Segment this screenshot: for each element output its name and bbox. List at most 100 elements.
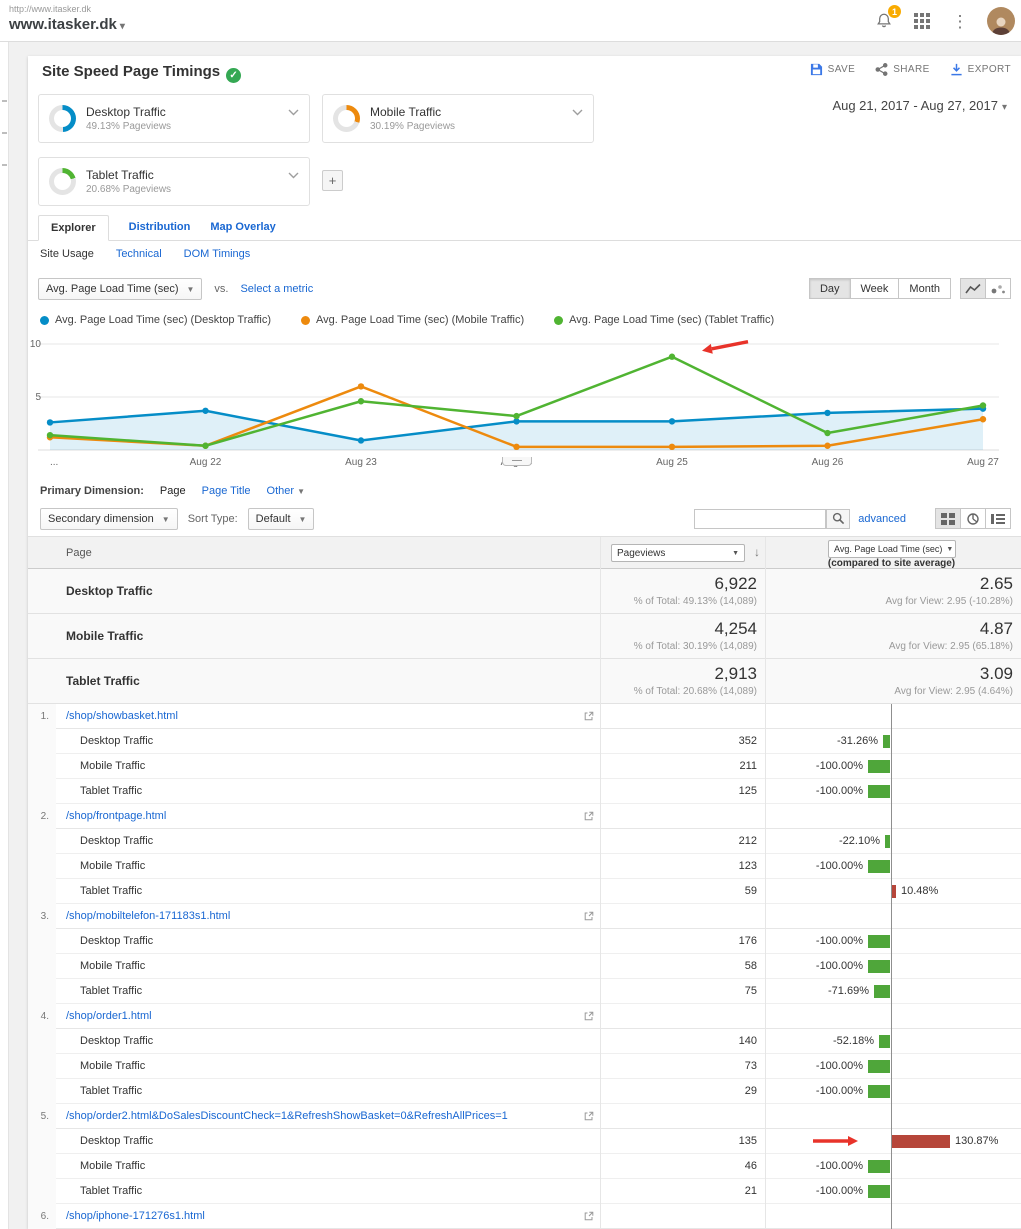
summary-pageviews-sub: % of Total: 49.13% (14,089) (633, 596, 757, 607)
segment-subtitle: 30.19% Pageviews (370, 121, 456, 132)
segment-name: Mobile Traffic (370, 105, 442, 119)
summary-metric: 2.65 (979, 574, 1013, 593)
delta-value: -100.00% (815, 1085, 863, 1097)
report-card: Site Speed Page Timings ✓ SAVE SHARE EXPO… (28, 56, 1021, 1229)
kebab-icon: ⋮ (951, 11, 969, 31)
segment-subrow: Desktop Traffic 352 -31.26% (28, 729, 1021, 754)
data-table: Page Pageviews ▼ ↓ Avg. Page Load Time (s… (28, 536, 1021, 1229)
tab-distribution[interactable]: Distribution (128, 221, 191, 233)
segment-card-desktop[interactable]: Desktop Traffic 49.13% Pageviews (38, 94, 310, 143)
open-page-icon[interactable] (584, 1211, 594, 1224)
subtab-technical[interactable]: Technical (115, 248, 162, 260)
apps-grid-button[interactable] (911, 10, 933, 32)
page-link[interactable]: /shop/order2.html&DoSalesDiscountCheck=1… (66, 1110, 508, 1122)
page-row: 6. /shop/iphone-171276s1.html (28, 1204, 1021, 1229)
delta-value: -100.00% (815, 935, 863, 947)
granularity-day-button[interactable]: Day (808, 278, 851, 299)
delta-bar (874, 985, 890, 998)
open-page-icon[interactable] (584, 1011, 594, 1024)
add-segment-button[interactable]: + (322, 170, 343, 191)
line-chart-icon (965, 283, 981, 293)
date-range-picker[interactable]: Aug 21, 2017 - Aug 27, 2017 ▾ (832, 98, 1007, 113)
chevron-down-icon: ▾ (1001, 102, 1007, 113)
column-header-page[interactable]: Page (66, 547, 92, 559)
metric-column-select[interactable]: Avg. Page Load Time (sec) ▼ (828, 540, 956, 558)
chevron-down-icon[interactable] (288, 95, 299, 121)
open-page-icon[interactable] (584, 811, 594, 824)
svg-text:Aug 26: Aug 26 (812, 457, 844, 468)
user-avatar[interactable] (987, 7, 1015, 35)
chevron-down-icon: ▼ (946, 545, 954, 553)
pageviews-column-select[interactable]: Pageviews ▼ (611, 544, 745, 562)
notifications-button[interactable]: 1 (873, 4, 902, 32)
dimension-page-title[interactable]: Page Title (201, 485, 251, 497)
sort-descending-icon[interactable]: ↓ (754, 545, 760, 559)
dimension-other[interactable]: Other ▼ (266, 485, 306, 497)
motion-chart-view-button[interactable] (985, 278, 1011, 299)
line-chart-view-button[interactable] (960, 278, 986, 299)
export-button[interactable]: EXPORT (950, 63, 1011, 76)
share-button[interactable]: SHARE (875, 63, 929, 76)
delta-bar (868, 1060, 890, 1073)
chevron-down-icon: ▼ (732, 549, 739, 557)
row-number: 3. (28, 904, 56, 929)
delta-bar (868, 785, 890, 798)
motion-chart-icon (991, 284, 1005, 293)
delta-value: -100.00% (815, 1160, 863, 1172)
pageviews-value: 135 (600, 1129, 765, 1154)
svg-text:Aug 25: Aug 25 (656, 457, 688, 468)
download-icon (951, 63, 962, 76)
granularity-week-button[interactable]: Week (849, 278, 900, 299)
pie-view-icon (967, 512, 979, 525)
pivot-view-button[interactable] (985, 508, 1011, 529)
search-button[interactable] (826, 508, 851, 529)
legend-item-mobile[interactable]: Avg. Page Load Time (sec) (Mobile Traffi… (301, 314, 524, 326)
timeline-slider-handle[interactable] (502, 457, 532, 466)
segment-card-mobile[interactable]: Mobile Traffic 30.19% Pageviews (322, 94, 594, 143)
save-button[interactable]: SAVE (810, 63, 856, 76)
collapsed-sidebar[interactable] (0, 42, 9, 1229)
chevron-down-icon[interactable] (572, 95, 583, 121)
page-link[interactable]: /shop/iphone-171276s1.html (66, 1210, 205, 1222)
legend-item-desktop[interactable]: Avg. Page Load Time (sec) (Desktop Traff… (40, 314, 271, 326)
data-table-view-button[interactable] (935, 508, 961, 529)
tab-map-overlay[interactable]: Map Overlay (210, 221, 276, 233)
table-search-input[interactable] (694, 508, 827, 529)
advanced-search-link[interactable]: advanced (858, 512, 906, 525)
sort-type-select[interactable]: Default ▼ (247, 508, 315, 530)
legend-item-tablet[interactable]: Avg. Page Load Time (sec) (Tablet Traffi… (554, 314, 774, 326)
delta-bar (868, 935, 890, 948)
granularity-month-button[interactable]: Month (898, 278, 951, 299)
segment-subrow: Tablet Traffic 21 -100.00% (28, 1179, 1021, 1204)
metric-selector[interactable]: Avg. Page Load Time (sec) ▼ (38, 278, 203, 300)
page-row: 2. /shop/frontpage.html (28, 804, 1021, 829)
page-link[interactable]: /shop/showbasket.html (66, 710, 178, 722)
page-link[interactable]: /shop/frontpage.html (66, 810, 167, 822)
delta-bar (868, 1185, 890, 1198)
secondary-dimension-button[interactable]: Secondary dimension ▼ (40, 508, 178, 530)
more-menu-button[interactable]: ⋮ (949, 10, 971, 32)
account-selector[interactable]: www.itasker.dk ▾ (9, 16, 125, 33)
metric-column-subheader: (compared to site average) (827, 558, 956, 569)
tab-explorer[interactable]: Explorer (38, 215, 109, 241)
chevron-down-icon[interactable] (288, 158, 299, 184)
page-row: 3. /shop/mobiltelefon-171183s1.html (28, 904, 1021, 929)
summary-pageviews-sub: % of Total: 20.68% (14,089) (633, 686, 757, 697)
percentage-view-button[interactable] (960, 508, 986, 529)
select-metric-link[interactable]: Select a metric (240, 283, 314, 295)
page-link[interactable]: /shop/order1.html (66, 1010, 152, 1022)
segment-label: Tablet Traffic (80, 785, 143, 797)
primary-dimension-bar: Primary Dimension: Page Page Title Other… (40, 485, 305, 497)
top-bar: http://www.itasker.dk www.itasker.dk ▾ 1 … (0, 0, 1021, 42)
subtab-dom-timings[interactable]: DOM Timings (183, 248, 251, 260)
delta-bar (892, 885, 896, 898)
open-page-icon[interactable] (584, 1111, 594, 1124)
open-page-icon[interactable] (584, 911, 594, 924)
dimension-page[interactable]: Page (159, 485, 186, 497)
segment-card-tablet[interactable]: Tablet Traffic 20.68% Pageviews (38, 157, 310, 206)
subtab-site-usage[interactable]: Site Usage (40, 248, 94, 260)
open-page-icon[interactable] (584, 711, 594, 724)
row-number: 2. (28, 804, 56, 829)
page-link[interactable]: /shop/mobiltelefon-171183s1.html (66, 910, 231, 922)
